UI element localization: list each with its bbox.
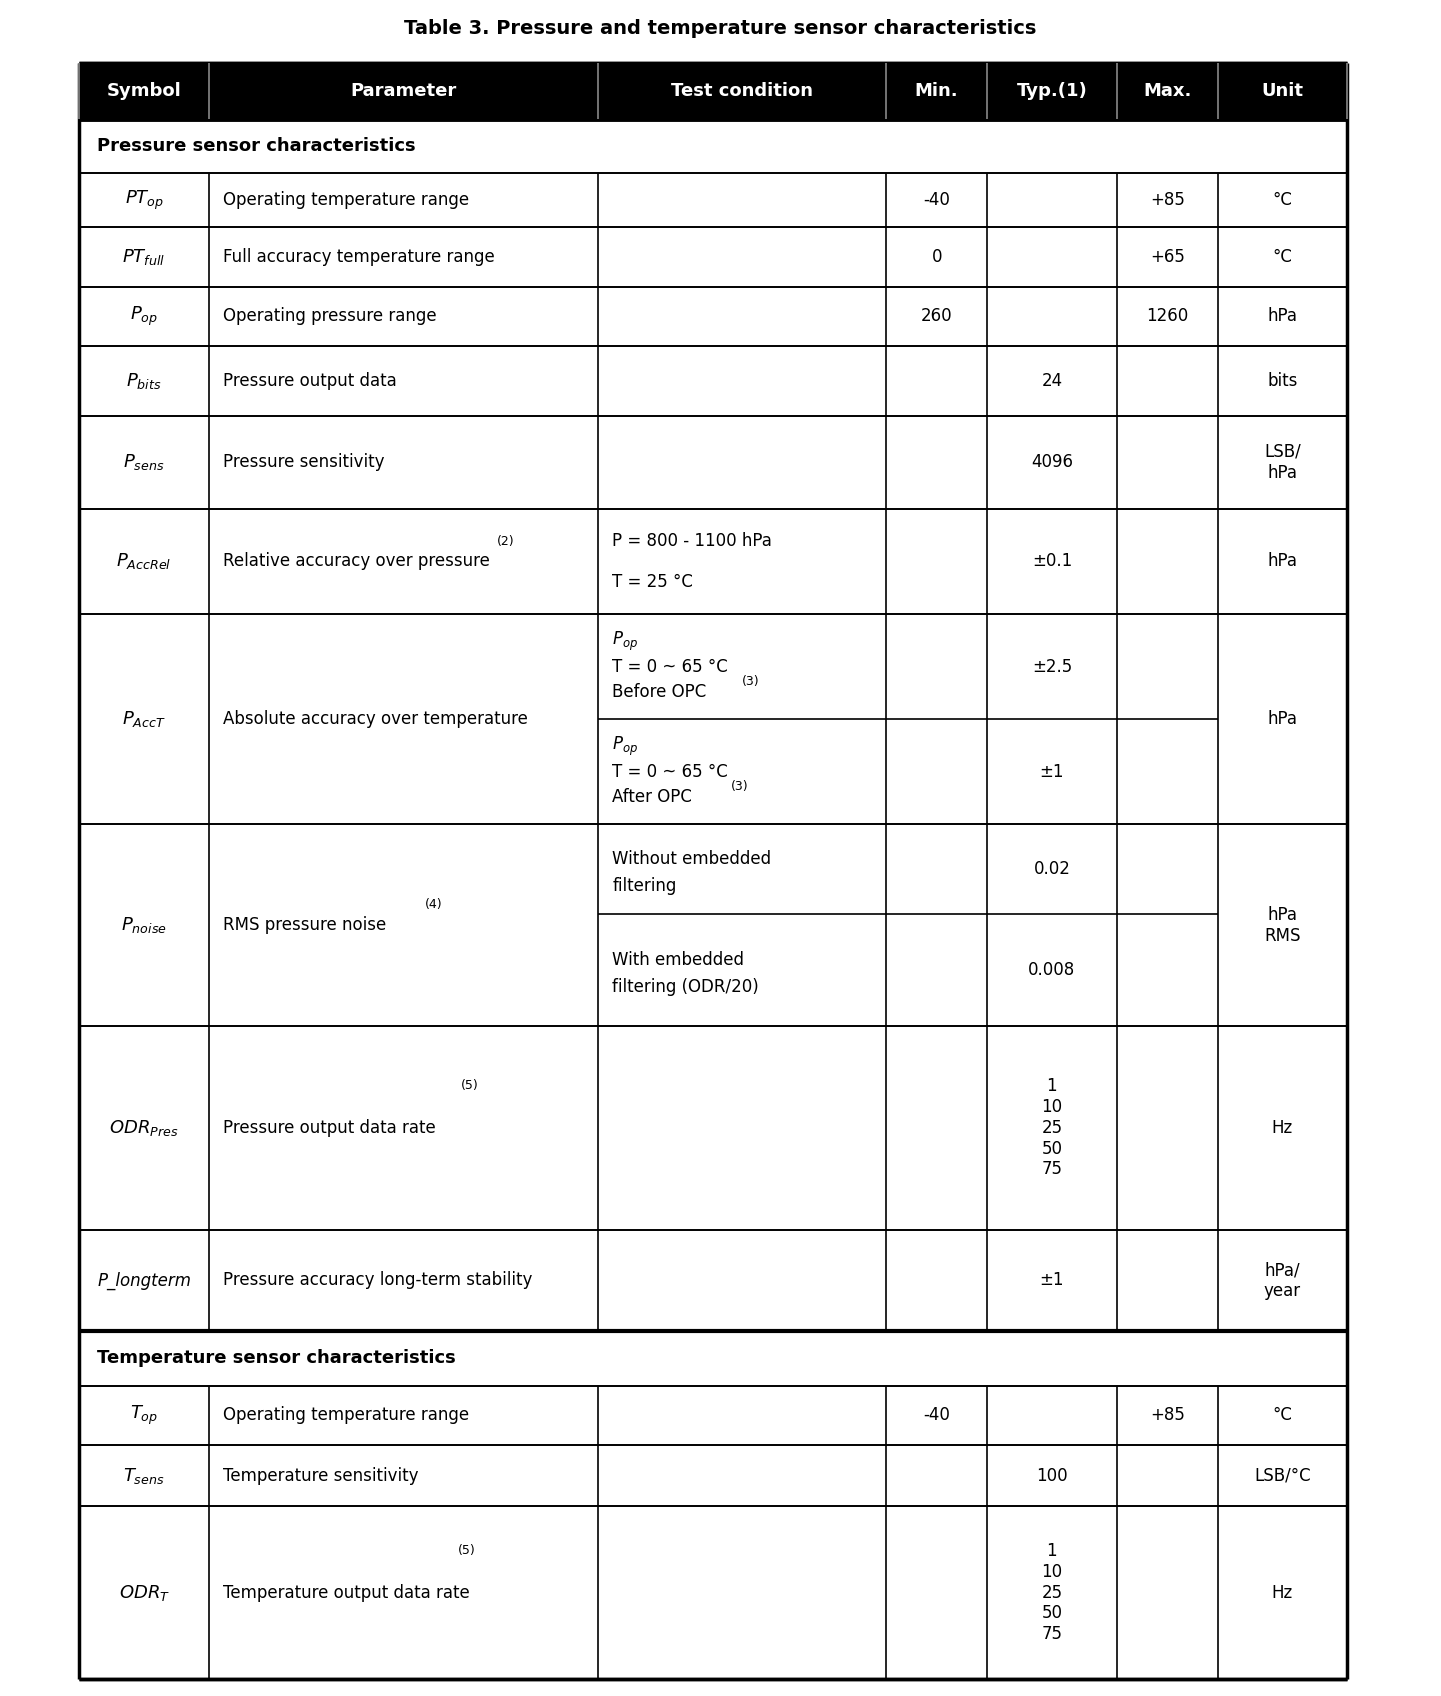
Text: Parameter: Parameter: [350, 81, 457, 100]
Text: filtering: filtering: [612, 877, 677, 895]
Text: $P_{op}$: $P_{op}$: [130, 305, 159, 327]
Text: $P_{op}$: $P_{op}$: [612, 734, 638, 758]
Text: $T_{op}$: $T_{op}$: [130, 1404, 159, 1426]
Text: (5): (5): [458, 1543, 476, 1557]
Bar: [79, 63, 1347, 119]
Text: (2): (2): [497, 534, 514, 548]
Text: Full accuracy temperature range: Full accuracy temperature range: [223, 248, 496, 266]
Text: Table 3. Pressure and temperature sensor characteristics: Table 3. Pressure and temperature sensor…: [405, 19, 1036, 39]
Text: °C: °C: [1272, 1406, 1293, 1425]
Text: -40: -40: [924, 1406, 950, 1425]
Text: $T_{sens}$: $T_{sens}$: [124, 1465, 164, 1486]
Text: °C: °C: [1272, 192, 1293, 209]
Text: LSB/
hPa: LSB/ hPa: [1264, 443, 1301, 482]
Text: (3): (3): [731, 780, 748, 794]
Text: Temperature sensitivity: Temperature sensitivity: [223, 1467, 419, 1484]
Text: Hz: Hz: [1272, 1119, 1293, 1136]
Text: Temperature sensor characteristics: Temperature sensor characteristics: [97, 1350, 455, 1367]
Text: 0.008: 0.008: [1029, 962, 1075, 979]
Text: Pressure output data rate: Pressure output data rate: [223, 1119, 437, 1136]
Text: ±2.5: ±2.5: [1032, 658, 1072, 675]
Text: Typ.(1): Typ.(1): [1016, 81, 1088, 100]
Text: +85: +85: [1150, 192, 1185, 209]
Text: 4096: 4096: [1030, 453, 1074, 471]
Text: $PT_{op}$: $PT_{op}$: [124, 188, 164, 212]
Text: Absolute accuracy over temperature: Absolute accuracy over temperature: [223, 711, 529, 728]
Text: Without embedded: Without embedded: [612, 850, 771, 868]
Text: Pressure output data: Pressure output data: [223, 371, 398, 390]
Text: (4): (4): [425, 899, 442, 911]
Text: 260: 260: [921, 307, 953, 326]
Text: $P_{AccRel}$: $P_{AccRel}$: [117, 551, 171, 572]
Text: Temperature output data rate: Temperature output data rate: [223, 1584, 470, 1601]
Text: $ODR_{Pres}$: $ODR_{Pres}$: [110, 1118, 179, 1138]
Text: Pressure sensitivity: Pressure sensitivity: [223, 453, 385, 471]
Text: Hz: Hz: [1272, 1584, 1293, 1601]
Text: LSB/°C: LSB/°C: [1254, 1467, 1311, 1484]
Text: ±1: ±1: [1039, 763, 1065, 780]
Text: Pressure sensor characteristics: Pressure sensor characteristics: [97, 137, 415, 154]
Text: Relative accuracy over pressure: Relative accuracy over pressure: [223, 553, 490, 570]
Text: Operating pressure range: Operating pressure range: [223, 307, 437, 326]
Text: 1
10
25
50
75: 1 10 25 50 75: [1042, 1077, 1062, 1179]
Text: 0.02: 0.02: [1033, 860, 1071, 879]
Text: °C: °C: [1272, 248, 1293, 266]
Text: 1260: 1260: [1146, 307, 1189, 326]
Text: +85: +85: [1150, 1406, 1185, 1425]
Text: T = 0 ~ 65 °C: T = 0 ~ 65 °C: [612, 763, 728, 780]
Text: $P_{AccT}$: $P_{AccT}$: [122, 709, 166, 729]
Text: $P_{sens}$: $P_{sens}$: [124, 453, 164, 471]
Text: (5): (5): [461, 1079, 478, 1092]
Text: hPa: hPa: [1268, 711, 1297, 728]
Text: T = 25 °C: T = 25 °C: [612, 573, 693, 590]
Text: filtering (ODR/20): filtering (ODR/20): [612, 979, 759, 996]
Text: +65: +65: [1150, 248, 1185, 266]
Text: Operating temperature range: Operating temperature range: [223, 1406, 470, 1425]
Text: $ODR_{T}$: $ODR_{T}$: [118, 1582, 170, 1603]
Text: Pressure accuracy long-term stability: Pressure accuracy long-term stability: [223, 1272, 533, 1289]
Bar: [79, 119, 1347, 173]
Text: hPa: hPa: [1268, 553, 1297, 570]
Bar: [79, 1331, 1347, 1386]
Text: P = 800 - 1100 hPa: P = 800 - 1100 hPa: [612, 533, 772, 550]
Text: Min.: Min.: [915, 81, 958, 100]
Text: bits: bits: [1267, 371, 1298, 390]
Text: RMS pressure noise: RMS pressure noise: [223, 916, 386, 934]
Text: T = 0 ~ 65 °C: T = 0 ~ 65 °C: [612, 658, 728, 675]
Text: With embedded: With embedded: [612, 951, 745, 968]
Text: ±1: ±1: [1039, 1272, 1065, 1289]
Text: 24: 24: [1042, 371, 1062, 390]
Text: 1
10
25
50
75: 1 10 25 50 75: [1042, 1542, 1062, 1643]
Text: 100: 100: [1036, 1467, 1068, 1484]
Text: $P_{op}$: $P_{op}$: [612, 629, 638, 653]
Text: (3): (3): [742, 675, 759, 689]
Text: Operating temperature range: Operating temperature range: [223, 192, 470, 209]
Text: Before OPC: Before OPC: [612, 683, 706, 700]
Text: $P_{bits}$: $P_{bits}$: [127, 371, 161, 390]
Text: 0: 0: [931, 248, 942, 266]
Text: hPa: hPa: [1268, 307, 1297, 326]
Text: hPa/
year: hPa/ year: [1264, 1262, 1301, 1299]
Text: Unit: Unit: [1261, 81, 1304, 100]
Text: $PT_{full}$: $PT_{full}$: [122, 248, 166, 266]
Text: After OPC: After OPC: [612, 789, 692, 806]
Text: $P_{noise}$: $P_{noise}$: [121, 916, 167, 934]
Text: hPa
RMS: hPa RMS: [1264, 906, 1301, 945]
Text: ±0.1: ±0.1: [1032, 553, 1072, 570]
Text: Test condition: Test condition: [672, 81, 813, 100]
Text: Symbol: Symbol: [107, 81, 182, 100]
Text: Max.: Max.: [1143, 81, 1192, 100]
Text: -40: -40: [924, 192, 950, 209]
Text: P_longterm: P_longterm: [97, 1272, 192, 1289]
